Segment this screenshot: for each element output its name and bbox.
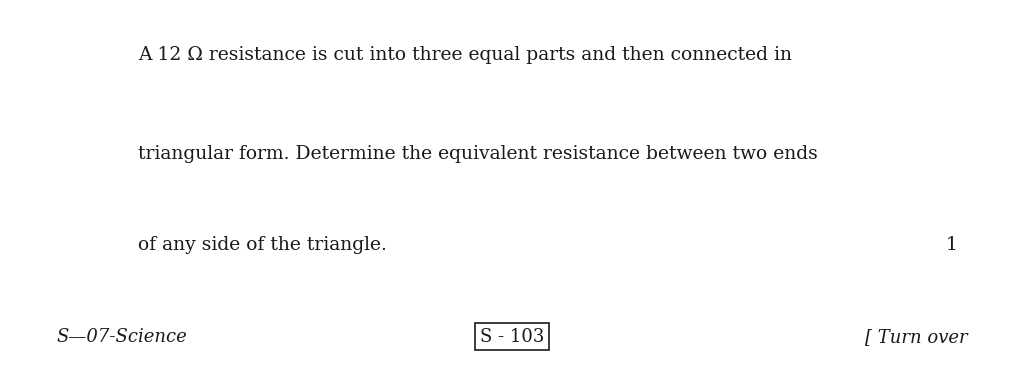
Text: S—07-Science: S—07-Science (56, 328, 187, 346)
Text: 1: 1 (945, 236, 957, 254)
Text: of any side of the triangle.: of any side of the triangle. (138, 236, 387, 254)
Text: S - 103: S - 103 (480, 328, 544, 346)
Text: triangular form. Determine the equivalent resistance between two ends: triangular form. Determine the equivalen… (138, 145, 818, 163)
Text: [ Turn over: [ Turn over (865, 328, 968, 346)
Text: A 12 Ω resistance is cut into three equal parts and then connected in: A 12 Ω resistance is cut into three equa… (138, 46, 793, 64)
